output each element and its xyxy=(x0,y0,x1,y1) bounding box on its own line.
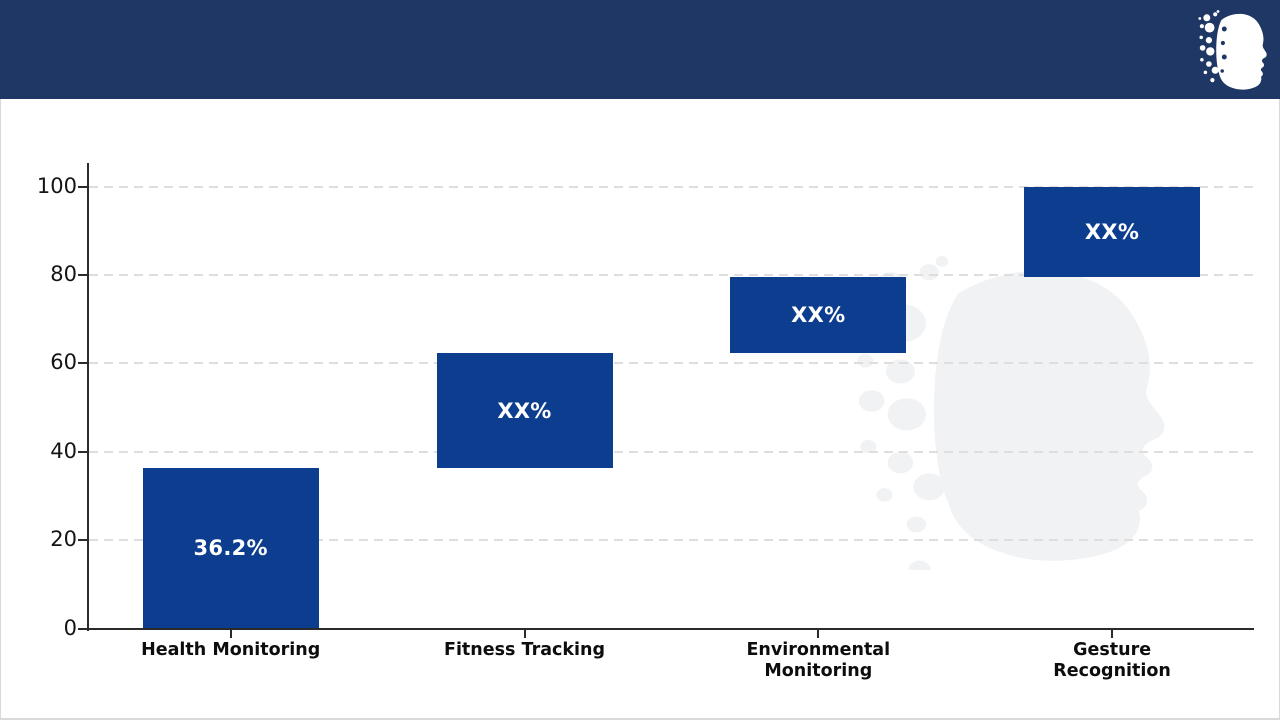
y-tick-mark-0 xyxy=(78,627,87,630)
gridline-40 xyxy=(89,450,1254,453)
bar-value-label: XX% xyxy=(791,302,846,327)
gridline-80 xyxy=(89,273,1254,276)
y-tick-label-100: 100 xyxy=(36,173,77,198)
x-tick-mark-1 xyxy=(229,630,232,638)
x-category-label: Health Monitoring xyxy=(141,640,321,660)
bar-3: XX% xyxy=(730,276,907,353)
header-bar xyxy=(0,0,1280,99)
bar-4: XX% xyxy=(1024,186,1201,277)
x-category-label: Environmental Monitoring xyxy=(746,640,891,682)
y-tick-mark-40 xyxy=(78,450,87,453)
y-axis-line xyxy=(87,163,89,631)
wiseguy-head-icon xyxy=(1198,9,1267,90)
y-tick-label-60: 60 xyxy=(50,350,77,375)
bar-2: XX% xyxy=(436,352,613,469)
bar-value-label: XX% xyxy=(1084,219,1140,244)
watermark-head-icon xyxy=(852,256,1165,570)
x-category-label: Gesture Recognition xyxy=(1053,640,1171,682)
y-tick-label-80: 80 xyxy=(50,261,77,286)
y-tick-mark-60 xyxy=(78,362,87,365)
gridline-60 xyxy=(89,362,1254,365)
bar-1: 36.2% xyxy=(142,468,319,629)
x-tick-mark-2 xyxy=(523,630,526,638)
logo-text xyxy=(1189,48,1195,52)
y-tick-label-40: 40 xyxy=(50,438,77,463)
wiseguy-logo xyxy=(1189,8,1267,92)
x-category-label: Fitness Tracking xyxy=(443,640,606,660)
gridline-100 xyxy=(89,185,1254,188)
bar-value-label: XX% xyxy=(497,398,552,423)
y-tick-mark-80 xyxy=(78,273,87,276)
y-tick-label-20: 20 xyxy=(50,527,77,552)
y-tick-label-0: 0 xyxy=(63,615,77,640)
y-tick-mark-20 xyxy=(78,539,87,542)
y-tick-mark-100 xyxy=(78,185,87,188)
x-tick-mark-3 xyxy=(817,630,820,638)
gridline-20 xyxy=(89,539,1254,542)
x-axis-line xyxy=(87,628,1254,630)
x-tick-mark-4 xyxy=(1111,630,1114,638)
bar-value-label: 36.2% xyxy=(193,536,268,561)
